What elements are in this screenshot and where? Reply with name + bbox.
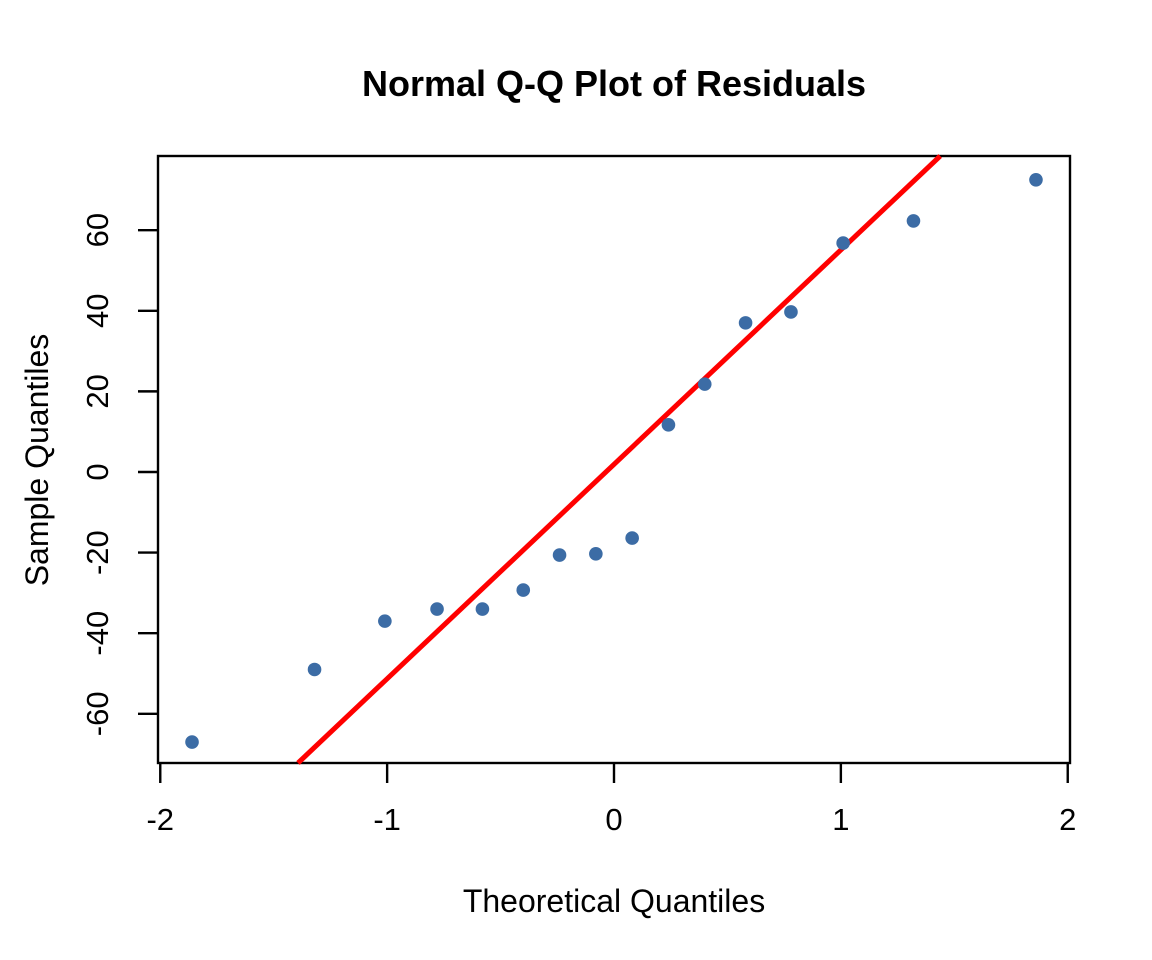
data-point xyxy=(625,531,639,545)
data-point xyxy=(378,614,392,628)
y-tick-label: 0 xyxy=(80,463,115,480)
y-tick-label: 20 xyxy=(80,374,115,408)
x-tick-label: 1 xyxy=(832,802,849,837)
data-point xyxy=(738,316,753,330)
data-point xyxy=(1029,172,1043,187)
x-tick-label: -2 xyxy=(146,802,174,837)
y-tick-label: -20 xyxy=(80,530,115,575)
y-tick-label: 60 xyxy=(80,213,115,247)
y-tick-label: -40 xyxy=(80,611,115,656)
plot-box xyxy=(156,154,1072,765)
data-point xyxy=(784,305,798,319)
data-point xyxy=(836,236,850,250)
data-point xyxy=(307,662,322,677)
qq-reference-line xyxy=(296,154,942,765)
data-point xyxy=(475,602,490,616)
data-point xyxy=(516,583,531,597)
reference-line xyxy=(296,154,942,765)
data-point xyxy=(906,214,921,228)
x-axis-ticks: -2 -1 0 1 2 xyxy=(146,763,1076,837)
data-point xyxy=(430,602,444,616)
x-axis-label: Theoretical Quantiles xyxy=(463,883,765,919)
x-tick-label: 0 xyxy=(605,802,622,837)
data-point xyxy=(697,377,712,391)
y-tick-label: -60 xyxy=(80,691,115,736)
x-tick-label: -1 xyxy=(373,802,401,837)
x-tick-label: 2 xyxy=(1059,802,1076,837)
data-point xyxy=(661,418,676,432)
y-tick-label: 40 xyxy=(80,294,115,328)
data-point xyxy=(185,735,199,749)
data-point xyxy=(589,547,603,561)
y-axis-label: Sample Quantiles xyxy=(19,334,55,587)
data-point xyxy=(552,548,567,562)
data-points xyxy=(185,172,1043,749)
plot-title: Normal Q-Q Plot of Residuals xyxy=(362,63,866,104)
y-axis-ticks: -60 -40 -20 0 20 40 60 xyxy=(80,213,158,736)
